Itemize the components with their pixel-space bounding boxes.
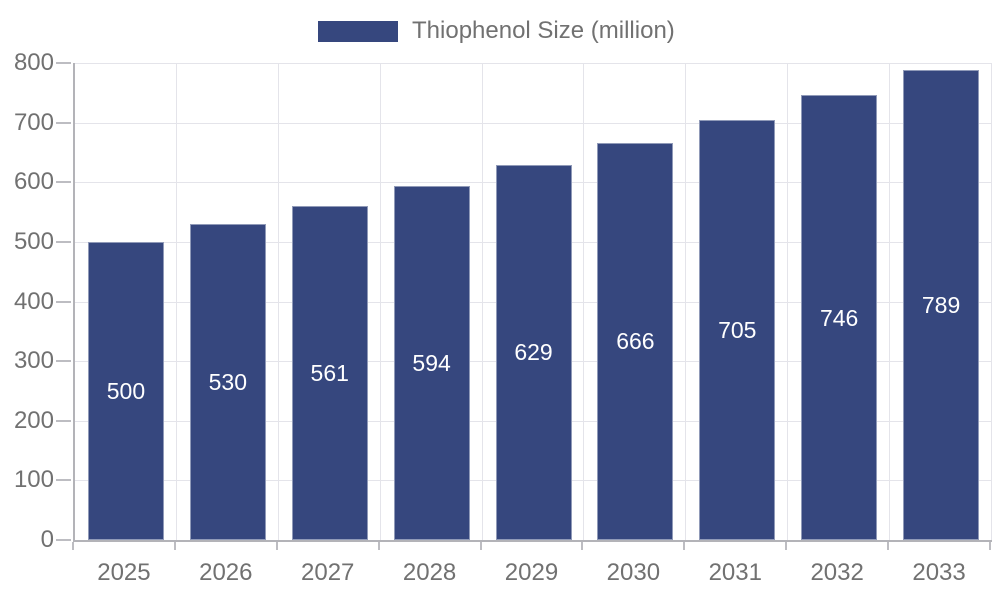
x-axis-tick — [377, 542, 380, 550]
gridline-vertical — [583, 63, 585, 540]
x-axis-category-label: 2030 — [606, 559, 661, 586]
x-axis-category-label: 2028 — [402, 559, 457, 586]
bar-2028[interactable] — [393, 185, 470, 540]
x-axis-tick — [479, 542, 482, 550]
x-axis-category-label: 2025 — [97, 559, 151, 586]
bar-value-label: 666 — [616, 328, 655, 355]
x-axis-tick — [989, 542, 991, 550]
x-axis-tick — [581, 542, 584, 550]
y-axis-tick-label: 100 — [13, 466, 54, 494]
y-axis-tick-label: 700 — [13, 108, 54, 136]
bar-2027[interactable] — [291, 205, 368, 540]
plot-area: 500 530 561 594 629 666 705 746 789 — [73, 63, 992, 542]
x-axis-category-label: 2027 — [301, 559, 355, 586]
x-axis-tick — [72, 542, 74, 550]
gridline-vertical — [787, 63, 789, 540]
gridline-horizontal — [75, 122, 992, 124]
legend-item[interactable]: Thiophenol Size (million) — [318, 18, 675, 44]
x-axis-tick — [275, 542, 278, 550]
x-axis-tick — [173, 542, 176, 550]
bar-value-label: 789 — [921, 291, 961, 318]
x-axis-category-label: 2033 — [912, 559, 966, 586]
gridline-vertical — [379, 63, 381, 540]
x-axis-tick — [887, 542, 890, 550]
gridline-vertical — [481, 63, 483, 540]
y-axis-tick — [56, 539, 71, 541]
y-axis-tick-label: 0 — [40, 526, 54, 553]
x-axis-category-label: 2032 — [810, 559, 864, 586]
x-axis-tick — [683, 542, 686, 550]
y-axis-tick-label: 800 — [13, 49, 54, 76]
bar-value-label: 561 — [310, 359, 349, 386]
y-axis-tick — [56, 419, 71, 422]
y-axis-tick — [56, 121, 71, 124]
bar-value-label: 629 — [514, 339, 553, 366]
bar-value-label: 530 — [208, 368, 248, 395]
y-axis-tick — [56, 479, 71, 482]
y-axis-tick-label: 200 — [13, 406, 54, 434]
x-axis-category-label: 2026 — [199, 559, 253, 586]
y-axis-tick — [56, 300, 71, 303]
y-axis-tick-label: 600 — [13, 168, 54, 196]
y-axis-tick-label: 500 — [13, 227, 54, 255]
legend-label: Thiophenol Size (million) — [412, 17, 675, 44]
x-axis-tick — [785, 542, 788, 550]
bar-2032[interactable] — [801, 95, 878, 540]
bar-value-label: 500 — [106, 377, 146, 404]
gridline-vertical — [277, 63, 279, 540]
bar-2025[interactable] — [87, 241, 164, 540]
bar-2031[interactable] — [699, 119, 776, 540]
x-axis-category-label: 2029 — [504, 559, 559, 586]
gridline-vertical — [175, 63, 177, 540]
bar-value-label: 705 — [718, 316, 757, 343]
bar-value-label: 746 — [819, 304, 859, 331]
gridline-vertical — [889, 63, 891, 540]
gridline-vertical — [685, 63, 687, 540]
bar-2030[interactable] — [597, 142, 674, 540]
bar-2033[interactable] — [903, 69, 980, 540]
y-axis-tick — [56, 181, 71, 184]
legend-swatch — [318, 20, 398, 42]
bar-2026[interactable] — [189, 223, 266, 540]
bar-2029[interactable] — [495, 164, 572, 540]
y-axis-tick-label: 300 — [13, 347, 54, 375]
gridline-horizontal — [75, 63, 992, 64]
bar-value-label: 594 — [412, 349, 451, 376]
y-axis-tick-label: 400 — [13, 287, 54, 315]
y-axis-tick — [56, 240, 71, 243]
y-axis-tick — [56, 62, 71, 64]
y-axis-tick — [56, 360, 71, 363]
x-axis-category-label: 2031 — [708, 559, 762, 586]
gridline-vertical — [991, 63, 992, 540]
